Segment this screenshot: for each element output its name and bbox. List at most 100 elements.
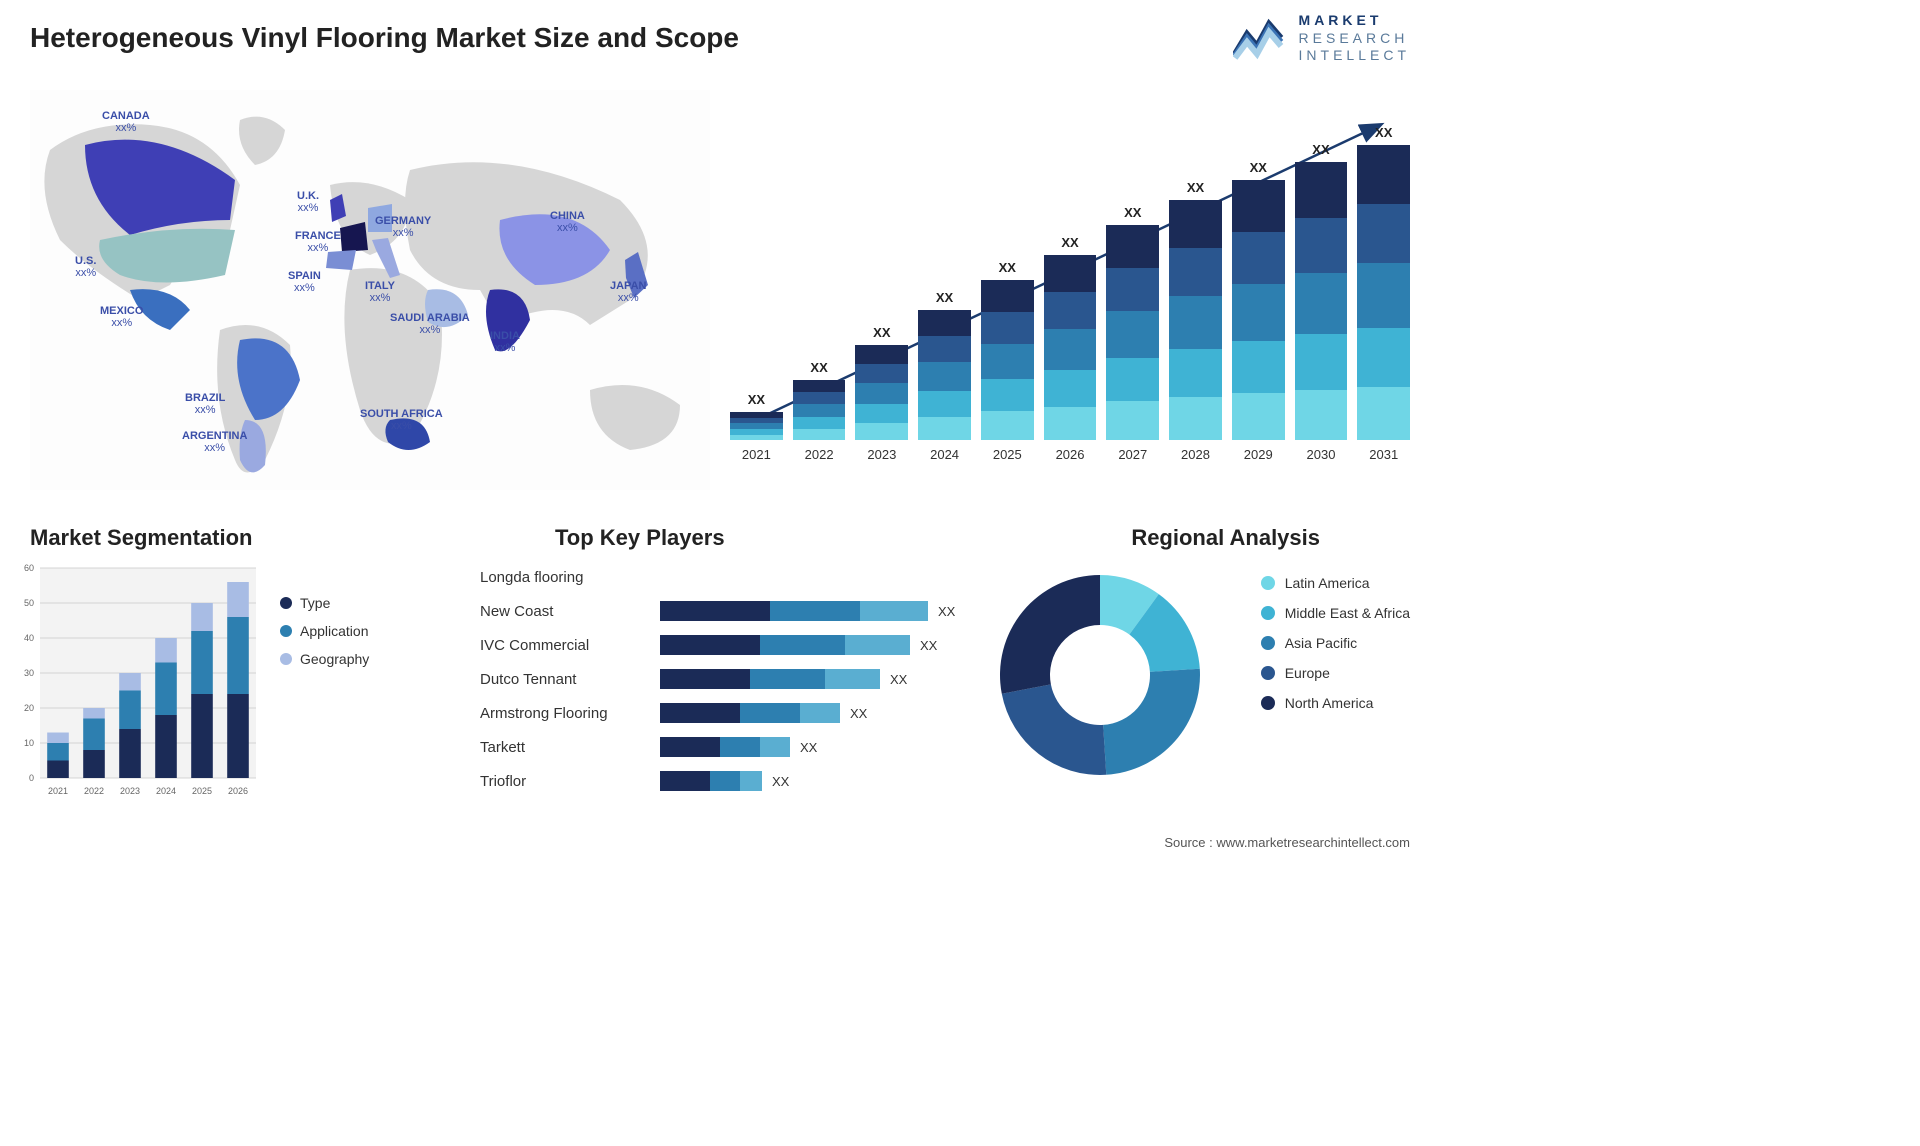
- svg-text:10: 10: [24, 738, 34, 748]
- page-title: Heterogeneous Vinyl Flooring Market Size…: [30, 22, 739, 54]
- source-text: Source : www.marketresearchintellect.com: [1164, 835, 1410, 850]
- player-row: New Coast XX: [480, 594, 960, 628]
- forecast-value-label: XX: [793, 360, 846, 375]
- svg-text:20: 20: [24, 703, 34, 713]
- player-row: Dutco Tennant XX: [480, 662, 960, 696]
- world-map: CANADAxx%U.S.xx%MEXICOxx%BRAZILxx%ARGENT…: [30, 90, 710, 490]
- player-value: XX: [890, 672, 907, 687]
- regional-donut: [990, 565, 1210, 785]
- forecast-value-label: XX: [1232, 160, 1285, 175]
- logo-line3: INTELLECT: [1299, 47, 1410, 65]
- donut-legend-item: Asia Pacific: [1261, 635, 1410, 651]
- player-row: Trioflor XX: [480, 764, 960, 798]
- svg-text:2022: 2022: [84, 786, 104, 796]
- logo-text: MARKET RESEARCH INTELLECT: [1299, 12, 1410, 65]
- donut-slice: [1002, 684, 1107, 775]
- player-row: Armstrong Flooring XX: [480, 696, 960, 730]
- forecast-value-label: XX: [855, 325, 908, 340]
- segmentation-legend-item: Geography: [280, 651, 369, 667]
- player-value: XX: [938, 604, 955, 619]
- player-name: Dutco Tennant: [480, 671, 660, 688]
- map-label: SAUDI ARABIAxx%: [390, 312, 470, 336]
- forecast-bar: 2023XX: [855, 345, 908, 440]
- donut-legend: Latin America Middle East & Africa Asia Pa…: [1261, 575, 1410, 725]
- segmentation-title: Market Segmentation: [30, 525, 253, 551]
- forecast-bar: 2028XX: [1169, 200, 1222, 440]
- forecast-value-label: XX: [730, 392, 783, 407]
- forecast-value-label: XX: [918, 290, 971, 305]
- player-name: New Coast: [480, 603, 660, 620]
- key-players-chart: Longda flooringNew CoastXXIVC Commercial…: [480, 560, 960, 798]
- player-value: XX: [800, 740, 817, 755]
- donut-legend-item: Latin America: [1261, 575, 1410, 591]
- segmentation-chart: 0102030405060202120222023202420252026: [10, 560, 260, 800]
- forecast-year-label: 2026: [1044, 447, 1097, 462]
- donut-slice: [1000, 575, 1100, 694]
- map-label: ARGENTINAxx%: [182, 430, 247, 454]
- forecast-bar: 2031XX: [1357, 145, 1410, 440]
- map-label: SPAINxx%: [288, 270, 321, 294]
- svg-text:40: 40: [24, 633, 34, 643]
- svg-text:50: 50: [24, 598, 34, 608]
- forecast-bar: 2021XX: [730, 412, 783, 440]
- forecast-year-label: 2022: [793, 447, 846, 462]
- svg-text:2024: 2024: [156, 786, 176, 796]
- map-label: CHINAxx%: [550, 210, 585, 234]
- forecast-year-label: 2027: [1106, 447, 1159, 462]
- logo-line2: RESEARCH: [1299, 30, 1410, 48]
- forecast-year-label: 2024: [918, 447, 971, 462]
- segmentation-legend-item: Application: [280, 623, 369, 639]
- segmentation-legend: TypeApplicationGeography: [280, 595, 369, 679]
- forecast-bar: 2026XX: [1044, 255, 1097, 440]
- map-label: BRAZILxx%: [185, 392, 225, 416]
- map-label: JAPANxx%: [610, 280, 646, 304]
- svg-text:2023: 2023: [120, 786, 140, 796]
- map-label: INDIAxx%: [490, 330, 520, 354]
- svg-text:2025: 2025: [192, 786, 212, 796]
- forecast-value-label: XX: [1106, 205, 1159, 220]
- main-forecast-chart: 2021XX2022XX2023XX2024XX2025XX2026XX2027…: [730, 95, 1410, 465]
- forecast-year-label: 2025: [981, 447, 1034, 462]
- donut-legend-item: Middle East & Africa: [1261, 605, 1410, 621]
- forecast-bar: 2029XX: [1232, 180, 1285, 440]
- logo-line1: MARKET: [1299, 12, 1410, 30]
- map-label: FRANCExx%: [295, 230, 341, 254]
- svg-text:30: 30: [24, 668, 34, 678]
- player-name: Trioflor: [480, 773, 660, 790]
- svg-text:2026: 2026: [228, 786, 248, 796]
- forecast-value-label: XX: [1044, 235, 1097, 250]
- forecast-year-label: 2023: [855, 447, 908, 462]
- player-row: IVC Commercial XX: [480, 628, 960, 662]
- brand-logo: MARKET RESEARCH INTELLECT: [1233, 12, 1410, 65]
- player-value: XX: [772, 774, 789, 789]
- map-region-us: [99, 229, 235, 283]
- donut-legend-item: North America: [1261, 695, 1410, 711]
- forecast-value-label: XX: [1169, 180, 1222, 195]
- forecast-bar: 2030XX: [1295, 162, 1348, 440]
- map-label: SOUTH AFRICAxx%: [360, 408, 443, 432]
- forecast-bar: 2025XX: [981, 280, 1034, 440]
- forecast-value-label: XX: [1357, 125, 1410, 140]
- forecast-year-label: 2030: [1295, 447, 1348, 462]
- player-name: Longda flooring: [480, 569, 660, 586]
- logo-mark-icon: [1233, 16, 1289, 60]
- forecast-bar: 2027XX: [1106, 225, 1159, 440]
- forecast-bar: 2024XX: [918, 310, 971, 440]
- segmentation-svg: 0102030405060202120222023202420252026: [10, 560, 260, 800]
- svg-text:60: 60: [24, 563, 34, 573]
- player-row: TarkettXX: [480, 730, 960, 764]
- map-label: GERMANYxx%: [375, 215, 431, 239]
- map-label: CANADAxx%: [102, 110, 150, 134]
- map-label: U.S.xx%: [75, 255, 96, 279]
- players-title: Top Key Players: [555, 525, 725, 551]
- forecast-value-label: XX: [981, 260, 1034, 275]
- svg-text:2021: 2021: [48, 786, 68, 796]
- player-name: IVC Commercial: [480, 637, 660, 654]
- player-value: XX: [850, 706, 867, 721]
- forecast-bar: 2022XX: [793, 380, 846, 440]
- player-name: Armstrong Flooring: [480, 705, 660, 722]
- player-row: Longda flooring: [480, 560, 960, 594]
- map-label: ITALYxx%: [365, 280, 395, 304]
- player-value: XX: [920, 638, 937, 653]
- forecast-year-label: 2029: [1232, 447, 1285, 462]
